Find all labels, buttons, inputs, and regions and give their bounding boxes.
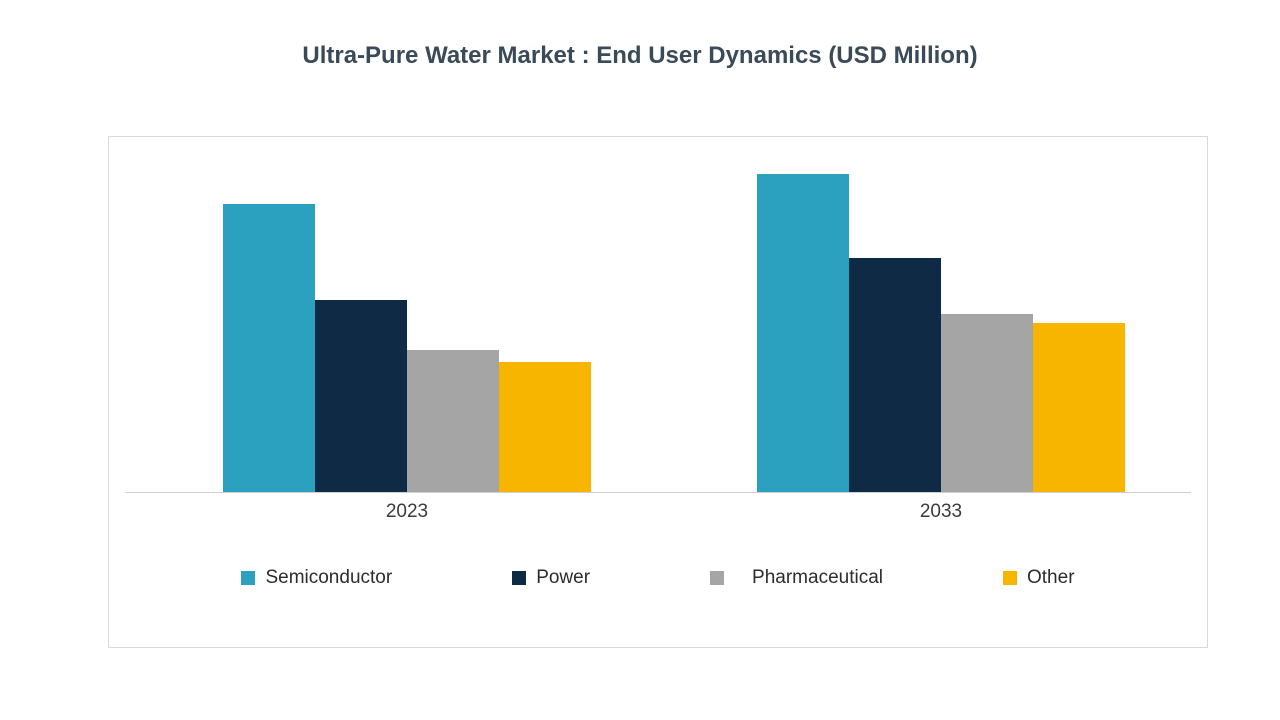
bar-2033-pharmaceutical bbox=[941, 314, 1033, 492]
legend-label-other: Other bbox=[1027, 567, 1075, 589]
legend-item-semiconductor: Semiconductor bbox=[241, 567, 392, 589]
x-label-2033: 2033 bbox=[920, 501, 962, 523]
bar-2023-pharmaceutical bbox=[407, 350, 499, 492]
legend-label-power: Power bbox=[536, 567, 590, 589]
legend-item-pharmaceutical: Pharmaceutical bbox=[710, 567, 883, 589]
chart-frame: 2023 2033 Semiconductor Power Pharmaceut… bbox=[108, 136, 1208, 648]
x-axis-labels: 2023 2033 bbox=[125, 501, 1191, 531]
bar-group-2023 bbox=[223, 155, 591, 492]
legend-swatch-pharmaceutical bbox=[710, 571, 724, 585]
bar-2033-power bbox=[849, 258, 941, 492]
bar-2033-semiconductor bbox=[757, 174, 849, 492]
bar-2033-other bbox=[1033, 323, 1125, 492]
legend: Semiconductor Power Pharmaceutical Other bbox=[109, 567, 1207, 589]
chart-title: Ultra-Pure Water Market : End User Dynam… bbox=[0, 42, 1280, 70]
bar-2023-other bbox=[499, 362, 591, 492]
legend-label-semiconductor: Semiconductor bbox=[265, 567, 392, 589]
legend-item-power: Power bbox=[512, 567, 590, 589]
legend-swatch-power bbox=[512, 571, 526, 585]
x-label-2023: 2023 bbox=[386, 501, 428, 523]
legend-item-other: Other bbox=[1003, 567, 1075, 589]
legend-swatch-other bbox=[1003, 571, 1017, 585]
legend-label-pharmaceutical: Pharmaceutical bbox=[752, 567, 883, 589]
bar-2023-power bbox=[315, 300, 407, 492]
bar-2023-semiconductor bbox=[223, 204, 315, 492]
bar-group-2033 bbox=[757, 155, 1125, 492]
legend-swatch-semiconductor bbox=[241, 571, 255, 585]
plot-area bbox=[125, 155, 1191, 493]
